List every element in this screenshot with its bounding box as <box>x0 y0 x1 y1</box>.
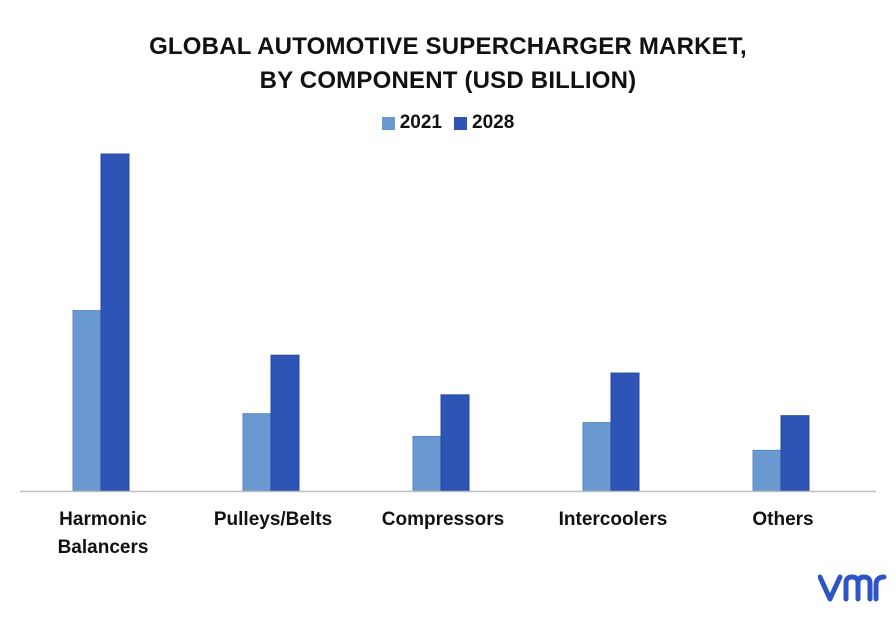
chart-title-line-1: GLOBAL AUTOMOTIVE SUPERCHARGER MARKET, <box>149 33 747 60</box>
legend-label-2021: 2021 <box>399 112 442 133</box>
x-tick-label-harmonic-balancers: Harmonic Balancers <box>18 506 188 562</box>
bar-2021-compressors <box>412 435 442 492</box>
bar-2021-others <box>752 449 782 492</box>
x-tick-label-line: Harmonic <box>59 509 147 530</box>
x-tick-label-line: Compressors <box>381 509 505 530</box>
x-tick-label-intercoolers: Intercoolers <box>528 506 698 534</box>
legend-label-2028: 2028 <box>472 112 515 133</box>
x-tick-label-pulleys-belts: Pulleys/Belts <box>188 506 358 534</box>
legend-swatch-2021 <box>381 116 395 130</box>
bar-2028-others <box>780 415 810 492</box>
x-tick-label-line: Balancers <box>57 537 149 558</box>
chart-title: GLOBAL AUTOMOTIVE SUPERCHARGER MARKET, B… <box>0 30 896 98</box>
chart-legend: 2021 2028 <box>0 112 896 134</box>
bar-2028-compressors <box>440 394 470 492</box>
x-tick-label-others: Others <box>698 506 868 534</box>
legend-item-2021: 2021 <box>381 112 442 134</box>
bar-2028-harmonic-balancers <box>100 153 130 492</box>
x-tick-label-compressors: Compressors <box>358 506 528 534</box>
bar-2021-pulleys-belts <box>242 413 272 492</box>
chart-title-line-2: BY COMPONENT (USD BILLION) <box>259 67 637 94</box>
x-tick-label-line: Others <box>752 509 814 530</box>
bar-2021-harmonic-balancers <box>72 310 102 492</box>
bar-2021-intercoolers <box>582 422 612 492</box>
bar-2028-pulleys-belts <box>270 354 300 492</box>
vmr-logo-icon <box>818 574 887 602</box>
x-tick-label-line: Pulleys/Belts <box>213 509 333 530</box>
bar-2028-intercoolers <box>610 372 640 492</box>
legend-item-2028: 2028 <box>454 112 514 134</box>
legend-swatch-2028 <box>454 116 467 130</box>
x-tick-label-line: Intercoolers <box>558 509 668 530</box>
